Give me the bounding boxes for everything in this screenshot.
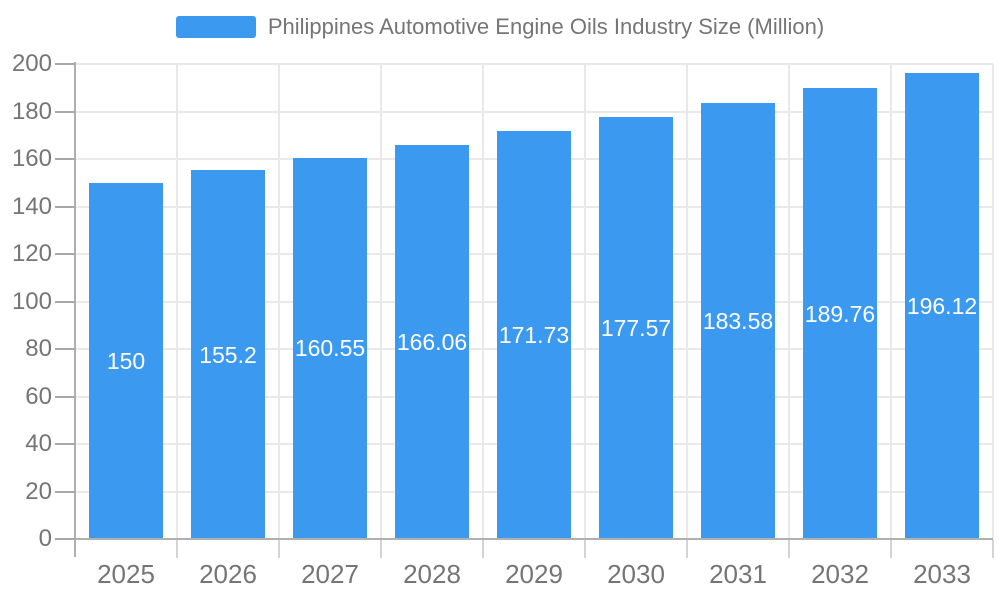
bar[interactable] (905, 73, 979, 539)
y-axis-tick (55, 538, 75, 540)
y-axis-tick (55, 110, 75, 113)
h-gridline (75, 110, 993, 113)
x-axis-tick (890, 540, 892, 558)
x-axis-tick-label: 2031 (709, 559, 767, 589)
y-axis-tick (55, 443, 75, 445)
legend-item[interactable]: Philippines Automotive Engine Oils Indus… (175, 14, 825, 40)
x-axis-tick-label: 2026 (199, 559, 257, 589)
y-axis-line (74, 62, 76, 557)
v-gridline (380, 64, 382, 539)
bar-value-label: 196.12 (906, 293, 978, 320)
y-axis-tick-label: 60 (25, 382, 52, 410)
y-axis-tick-label: 40 (25, 430, 52, 457)
v-gridline (890, 64, 892, 539)
v-gridline (176, 64, 178, 539)
bar[interactable] (497, 131, 571, 539)
y-axis-tick-label: 100 (11, 287, 52, 315)
v-gridline (686, 64, 688, 539)
x-axis-tick (584, 540, 586, 558)
x-axis-tick-label: 2028 (403, 559, 461, 589)
v-gridline (482, 64, 484, 539)
bar-value-label: 183.58 (702, 307, 774, 334)
y-axis-tick-label: 180 (11, 97, 52, 125)
x-axis-tick-label: 2027 (301, 559, 359, 589)
legend-label: Philippines Automotive Engine Oils Indus… (267, 14, 825, 39)
bar[interactable] (701, 102, 775, 539)
x-axis-tick-label: 2032 (811, 559, 869, 589)
x-axis-tick-label: 2029 (505, 559, 563, 589)
y-axis-tick (55, 253, 75, 255)
legend: Philippines Automotive Engine Oils Indus… (0, 14, 1000, 40)
y-axis-tick (55, 348, 75, 350)
y-axis-tick (55, 490, 75, 493)
y-axis-tick (55, 205, 75, 208)
bar[interactable] (599, 117, 673, 539)
y-axis-tick-label: 80 (25, 335, 52, 362)
y-axis-tick-label: 0 (38, 525, 52, 552)
bar[interactable] (293, 157, 367, 539)
v-gridline (992, 64, 994, 539)
bar[interactable] (191, 170, 265, 539)
bar-value-label: 166.06 (396, 328, 468, 355)
x-axis-tick-label: 2033 (913, 559, 971, 589)
y-axis-tick-label: 20 (25, 477, 52, 505)
y-axis-tick (55, 158, 75, 160)
bar-value-label: 150 (106, 347, 146, 374)
x-axis-tick (788, 540, 790, 558)
bar-value-label: 177.57 (600, 315, 672, 342)
y-axis-tick (55, 63, 75, 65)
y-axis-tick-label: 200 (11, 50, 52, 77)
bar-value-label: 155.2 (199, 341, 257, 368)
h-gridline (75, 63, 993, 65)
x-axis-tick (992, 540, 994, 558)
y-axis-tick-label: 120 (11, 240, 52, 267)
x-axis-tick (176, 540, 178, 558)
v-gridline (788, 64, 790, 539)
y-axis-tick-label: 160 (11, 145, 52, 172)
x-axis-tick (278, 540, 280, 558)
bar[interactable] (89, 182, 163, 539)
bar[interactable] (803, 88, 877, 539)
v-gridline (278, 64, 280, 539)
legend-swatch-icon (175, 16, 256, 38)
x-axis-tick-label: 2030 (607, 559, 665, 589)
bar-value-label: 189.76 (804, 300, 876, 327)
y-axis-tick-label: 140 (11, 192, 52, 220)
v-gridline (584, 64, 586, 539)
y-axis-tick (55, 395, 75, 398)
x-axis-tick (482, 540, 484, 558)
bar-value-label: 171.73 (498, 322, 570, 349)
bar-value-label: 160.55 (294, 335, 366, 362)
x-axis-line (75, 538, 993, 540)
x-axis-tick (380, 540, 382, 558)
x-axis-tick (686, 540, 688, 558)
x-axis-tick-label: 2025 (97, 559, 155, 589)
y-axis-tick (55, 300, 75, 303)
bar[interactable] (395, 144, 469, 539)
